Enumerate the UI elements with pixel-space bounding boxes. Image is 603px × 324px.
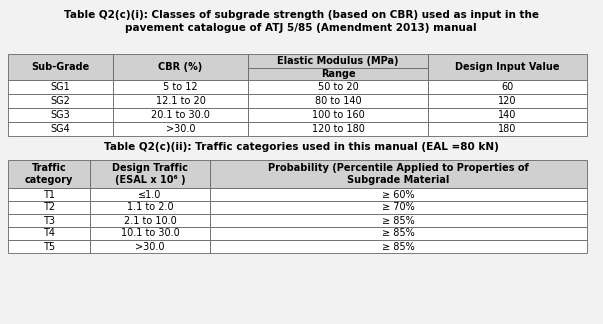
Bar	[90, 201, 210, 214]
Bar	[8, 80, 113, 94]
Text: 5 to 12: 5 to 12	[163, 82, 198, 92]
Text: 50 to 20: 50 to 20	[318, 82, 358, 92]
Text: T3: T3	[43, 215, 55, 226]
Text: 2.1 to 10.0: 2.1 to 10.0	[124, 215, 176, 226]
Text: 100 to 160: 100 to 160	[312, 110, 364, 120]
Text: 10.1 to 30.0: 10.1 to 30.0	[121, 228, 179, 238]
Bar	[428, 94, 587, 108]
Bar	[428, 80, 587, 94]
Bar	[248, 80, 428, 94]
Bar	[8, 214, 90, 227]
Bar	[428, 108, 587, 122]
Text: SG3: SG3	[51, 110, 71, 120]
Text: Traffic
category: Traffic category	[25, 163, 73, 185]
Bar	[248, 54, 428, 68]
Text: Sub-Grade: Sub-Grade	[31, 62, 90, 72]
Bar	[248, 108, 428, 122]
Text: SG1: SG1	[51, 82, 71, 92]
Text: 140: 140	[498, 110, 517, 120]
Text: ≥ 85%: ≥ 85%	[382, 241, 415, 251]
Text: ≤1.0: ≤1.0	[138, 190, 162, 200]
Bar	[8, 122, 113, 136]
Text: 120 to 180: 120 to 180	[312, 124, 364, 134]
Bar	[8, 160, 90, 188]
Bar	[210, 227, 587, 240]
Text: ≥ 60%: ≥ 60%	[382, 190, 415, 200]
Text: Table Q2(c)(i): Classes of subgrade strength (based on CBR) used as input in the: Table Q2(c)(i): Classes of subgrade stre…	[63, 10, 538, 33]
Bar	[113, 108, 248, 122]
Bar	[8, 240, 90, 253]
Bar	[428, 54, 587, 80]
Bar	[8, 201, 90, 214]
Bar	[90, 214, 210, 227]
Text: T2: T2	[43, 202, 55, 213]
Text: 80 to 140: 80 to 140	[315, 96, 361, 106]
Bar	[8, 188, 90, 201]
Bar	[210, 160, 587, 188]
Text: 60: 60	[501, 82, 514, 92]
Bar	[113, 54, 248, 80]
Bar	[90, 240, 210, 253]
Bar	[210, 201, 587, 214]
Text: ≥ 85%: ≥ 85%	[382, 215, 415, 226]
Bar	[90, 227, 210, 240]
Text: 120: 120	[498, 96, 517, 106]
Text: >30.0: >30.0	[135, 241, 165, 251]
Text: Probability (Percentile Applied to Properties of
Subgrade Material: Probability (Percentile Applied to Prope…	[268, 163, 529, 185]
Text: ≥ 70%: ≥ 70%	[382, 202, 415, 213]
Bar	[113, 80, 248, 94]
Text: Table Q2(c)(ii): Traffic categories used in this manual (EAL =80 kN): Table Q2(c)(ii): Traffic categories used…	[104, 142, 499, 152]
Bar	[113, 122, 248, 136]
Bar	[428, 122, 587, 136]
Bar	[113, 94, 248, 108]
Bar	[8, 94, 113, 108]
Bar	[8, 108, 113, 122]
Bar	[8, 54, 113, 80]
Bar	[248, 122, 428, 136]
Bar	[248, 94, 428, 108]
Text: SG2: SG2	[51, 96, 71, 106]
Text: Design Input Value: Design Input Value	[455, 62, 560, 72]
Bar	[90, 188, 210, 201]
Bar	[210, 214, 587, 227]
Text: ≥ 85%: ≥ 85%	[382, 228, 415, 238]
Text: CBR (%): CBR (%)	[159, 62, 203, 72]
Text: 1.1 to 2.0: 1.1 to 2.0	[127, 202, 173, 213]
Text: T4: T4	[43, 228, 55, 238]
Text: Range: Range	[321, 69, 355, 79]
Bar	[90, 160, 210, 188]
Text: T5: T5	[43, 241, 55, 251]
Text: T1: T1	[43, 190, 55, 200]
Bar	[210, 240, 587, 253]
Bar	[210, 188, 587, 201]
Text: 180: 180	[498, 124, 517, 134]
Text: 20.1 to 30.0: 20.1 to 30.0	[151, 110, 210, 120]
Text: Design Traffic
(ESAL x 10⁶ ): Design Traffic (ESAL x 10⁶ )	[112, 163, 188, 185]
Bar	[8, 227, 90, 240]
Text: SG4: SG4	[51, 124, 71, 134]
Text: >30.0: >30.0	[166, 124, 195, 134]
Text: 12.1 to 20: 12.1 to 20	[156, 96, 206, 106]
Text: Elastic Modulus (MPa): Elastic Modulus (MPa)	[277, 56, 399, 66]
Bar	[248, 68, 428, 80]
